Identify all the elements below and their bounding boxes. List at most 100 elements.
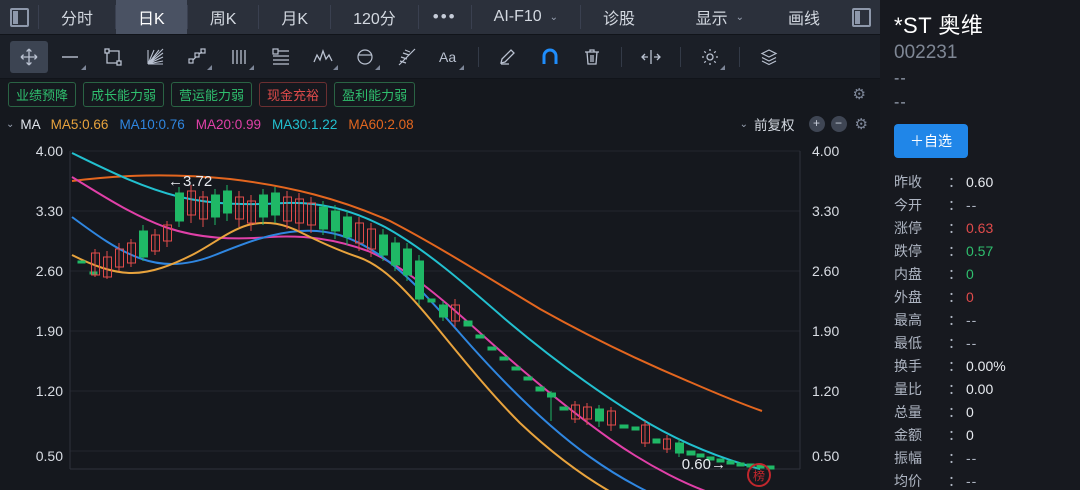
highlighter-tool[interactable] [489, 41, 527, 73]
tag-settings-gear-icon[interactable]: ⚙ [852, 86, 866, 103]
more-periods-button[interactable]: ••• [432, 7, 457, 26]
quote-value: 0.60 [966, 174, 994, 190]
add-to-watchlist-button[interactable]: ＋自选 [894, 124, 968, 158]
divider [258, 5, 260, 29]
tag-weak-operation[interactable]: 营运能力弱 [171, 81, 253, 107]
quote-row-outer-volume: 外盘： 0 [894, 289, 974, 305]
quote-row-total-volume: 总量： 0 [894, 404, 974, 420]
draw-menu-button[interactable]: 画线 [787, 11, 820, 28]
fan-tool[interactable] [136, 41, 174, 73]
quote-row-limit-down: 跌停： 0.57 [894, 243, 994, 259]
chart-settings-gear-icon[interactable]: ⚙ [854, 116, 868, 133]
quote-label: 换手 [894, 358, 922, 374]
fib-fan-tool[interactable] [388, 41, 426, 73]
tag-weak-profit[interactable]: 盈利能力弱 [334, 81, 416, 107]
quote-value: 0.57 [966, 243, 994, 259]
magnet-tool[interactable] [531, 41, 569, 73]
layers-tool[interactable] [750, 41, 788, 73]
crosshair-move-tool[interactable] [10, 40, 48, 73]
rectangle-tool[interactable] [94, 41, 132, 73]
fundamental-tag-row: 业绩预降 成长能力弱 营运能力弱 现金充裕 盈利能力弱 ⚙ [0, 79, 880, 109]
chart-svg: 4.00 3.30 2.60 1.90 1.20 0.50 4.00 3.30 … [36, 143, 839, 490]
quote-label: 最高 [894, 312, 922, 328]
gann-box-tool[interactable] [262, 41, 300, 73]
quote-row-open: 今开： -- [894, 197, 978, 213]
quote-label: 量比 [894, 381, 922, 397]
quote-label: 均价 [894, 473, 922, 489]
y-tick-right-3: 1.90 [812, 323, 839, 339]
divider [186, 5, 188, 29]
tab-weekly-k[interactable]: 周K [209, 11, 237, 28]
parallel-channel-tool[interactable] [220, 41, 258, 73]
quote-row-amplitude: 振幅： -- [894, 450, 978, 466]
divider [115, 5, 117, 29]
ma5-value: MA5:0.66 [50, 116, 109, 132]
display-menu-button[interactable]: 显示 ⌄ [674, 0, 766, 34]
ma-indicator-legend: ⌄ MA MA5:0.66 MA10:0.76 MA20:0.99 MA30:1… [0, 109, 880, 139]
quote-value: 0 [966, 427, 974, 443]
price-adjust-label[interactable]: 前复权 [754, 118, 795, 133]
measure-tool[interactable] [632, 41, 670, 73]
quote-label: 今开 [894, 197, 922, 213]
quote-row-turnover: 换手： 0.00% [894, 358, 1006, 374]
panel-right-icon[interactable] [842, 0, 880, 34]
text-tool[interactable]: Aa [430, 41, 468, 73]
tab-monthly-k[interactable]: 月K [281, 11, 309, 28]
quote-value: -- [966, 473, 978, 489]
quote-row-inner-volume: 内盘： 0 [894, 266, 974, 282]
ma10-value: MA10:0.76 [119, 116, 185, 132]
quote-row-volume-ratio: 量比： 0.00 [894, 381, 994, 397]
ma-legend-title: MA [20, 116, 41, 132]
period-tab-bar: 分时 日K 周K 月K 120分 ••• AI-F10 ⌄ 诊股 显示 ⌄ 画线 [0, 0, 880, 35]
y-tick-left-0: 4.00 [36, 143, 63, 159]
divider [478, 46, 479, 67]
tag-weak-growth[interactable]: 成长能力弱 [83, 81, 165, 107]
y-tick-right-4: 1.20 [812, 383, 839, 399]
ma60-line [71, 174, 763, 412]
quote-label: 内盘 [894, 266, 922, 282]
candlestick-chart[interactable]: 4.00 3.30 2.60 1.90 1.20 0.50 4.00 3.30 … [0, 139, 880, 490]
quote-row-limit-up: 涨停： 0.63 [894, 220, 994, 236]
current-price: -- [894, 70, 907, 87]
quote-value: 0.00 [966, 381, 994, 397]
quote-row-high: 最高： -- [894, 312, 978, 328]
quote-label: 振幅 [894, 450, 922, 466]
chevron-down-icon[interactable]: ⌄ [6, 118, 15, 130]
quote-row-average-price: 均价： -- [894, 473, 978, 489]
tab-120min[interactable]: 120分 [353, 11, 396, 28]
quote-row-prev-close: 昨收： 0.60 [894, 174, 994, 190]
quote-label: 总量 [894, 404, 922, 420]
tab-ai-f10[interactable]: AI-F10 ⌄ [472, 0, 580, 34]
chevron-down-icon: ⌄ [549, 11, 559, 23]
settings-tool[interactable] [691, 41, 729, 73]
chart-area: 分时 日K 周K 月K 120分 ••• AI-F10 ⌄ 诊股 显示 ⌄ 画线 [0, 0, 880, 490]
delete-tool[interactable] [573, 41, 611, 73]
high-marker-label: ←3.72 [168, 173, 212, 190]
tag-performance-decline[interactable]: 业绩预降 [8, 81, 77, 107]
polyline-tool[interactable] [178, 41, 216, 73]
cycle-tool[interactable] [346, 41, 384, 73]
adjust-chevron-down-icon[interactable]: ⌄ [739, 118, 749, 130]
quote-panel: *ST 奥维 002231 -- -- ＋自选 昨收： 0.60 今开： -- … [880, 0, 1080, 490]
zoom-out-button[interactable]: − [830, 116, 847, 132]
zoom-in-button[interactable]: + [808, 116, 825, 132]
quote-value: -- [966, 312, 978, 328]
y-tick-left-5: 0.50 [36, 448, 63, 464]
tag-cash-rich[interactable]: 现金充裕 [259, 81, 328, 107]
display-menu-label: 显示 [695, 11, 728, 28]
wave-tool[interactable] [304, 41, 342, 73]
divider [417, 5, 419, 29]
panel-left-icon[interactable] [0, 0, 38, 34]
tab-diagnose[interactable]: 诊股 [603, 11, 636, 28]
quote-label: 涨停 [894, 220, 922, 236]
divider [38, 5, 39, 29]
y-tick-left-2: 2.60 [36, 263, 63, 279]
last-price-marker-label: 0.60→ [682, 456, 726, 473]
candlesticks [77, 185, 775, 470]
tab-daily-k[interactable]: 日K [116, 0, 187, 34]
rank-seal: 榜 [747, 463, 771, 487]
tab-minute[interactable]: 分时 [61, 11, 94, 28]
line-tool[interactable] [52, 41, 90, 73]
quote-value: 0 [966, 289, 974, 305]
